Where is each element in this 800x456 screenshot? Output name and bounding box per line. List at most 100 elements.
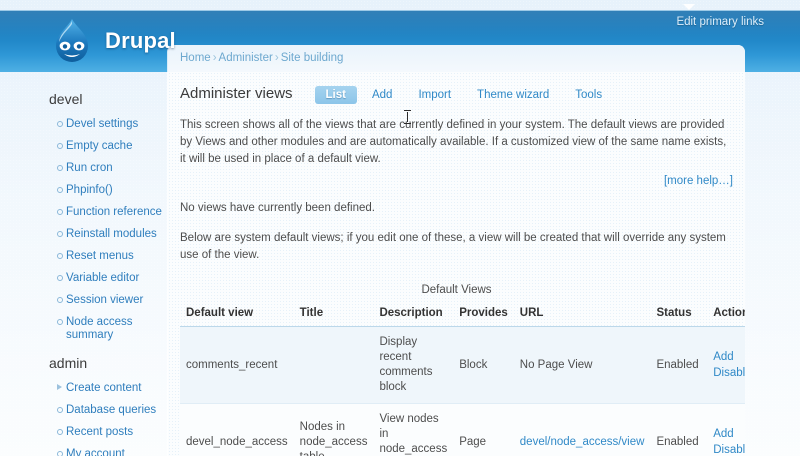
sidebar-block-title-admin: admin bbox=[49, 355, 88, 371]
cell-status: Enabled bbox=[650, 403, 708, 456]
sidebar-item-database-queries[interactable]: Database queries bbox=[0, 399, 168, 421]
header-sheen bbox=[0, 11, 800, 41]
tab-theme-wizard[interactable]: Theme wizard bbox=[477, 89, 550, 101]
menu-bullet-icon bbox=[56, 230, 64, 238]
column-header-status: Status bbox=[650, 303, 708, 327]
action-add-link[interactable]: Add bbox=[713, 351, 734, 363]
table-header-row: Default view Title Description Provides … bbox=[180, 303, 745, 327]
cell-status: Enabled bbox=[650, 326, 708, 404]
sidebar-block-devel: devel Devel settings Empty cache Run cro… bbox=[0, 82, 168, 346]
table-caption: Default Views bbox=[421, 284, 492, 296]
menu-bullet-icon bbox=[56, 296, 64, 304]
sidebar-item-label[interactable]: Variable editor bbox=[66, 271, 140, 284]
sidebar-item-phpinfo[interactable]: Phpinfo() bbox=[0, 179, 168, 201]
sidebar-item-label[interactable]: Database queries bbox=[66, 403, 157, 416]
sidebar-item-label[interactable]: My account bbox=[66, 447, 125, 456]
sidebar-item-label[interactable]: Function reference bbox=[66, 205, 162, 218]
view-tabs: List Add Import Theme wizard Tools bbox=[314, 86, 614, 104]
breadcrumb-bar: Home › Administer › Site building bbox=[168, 45, 745, 72]
sidebar-item-label[interactable]: Devel settings bbox=[66, 117, 139, 130]
breadcrumb: Home › Administer › Site building bbox=[180, 52, 745, 64]
sidebar-item-label[interactable]: Session viewer bbox=[66, 293, 144, 306]
breadcrumb-item-home[interactable]: Home bbox=[180, 52, 211, 64]
sidebar-item-create-content[interactable]: Create content bbox=[0, 377, 168, 399]
page-title: Administer views bbox=[180, 85, 293, 102]
primary-links-notch-icon bbox=[683, 4, 695, 10]
column-header-default-view: Default view bbox=[180, 303, 294, 327]
content-panel: Home › Administer › Site building Administer… bbox=[168, 45, 745, 456]
menu-bullet-icon bbox=[56, 274, 64, 282]
default-views-note: Below are system default views; if you e… bbox=[180, 232, 726, 261]
help-text: This screen shows all of the views that … bbox=[180, 119, 727, 165]
table-row: comments_recent Display recent comments … bbox=[180, 326, 745, 404]
table-head: Default view Title Description Provides … bbox=[180, 303, 745, 327]
sidebar-item-label[interactable]: Create content bbox=[66, 381, 142, 394]
breadcrumb-item-administer[interactable]: Administer bbox=[218, 52, 273, 64]
tab-tools[interactable]: Tools bbox=[575, 89, 603, 101]
sidebar-block-title-devel: devel bbox=[49, 91, 83, 107]
column-header-title: Title bbox=[293, 303, 374, 327]
cell-provides: Block bbox=[453, 326, 514, 404]
menu-bullet-icon bbox=[56, 450, 64, 456]
sidebar-item-session-viewer[interactable]: Session viewer bbox=[0, 289, 168, 311]
sidebar-item-devel-settings[interactable]: Devel settings bbox=[0, 113, 168, 135]
edit-primary-links-link[interactable]: Edit primary links bbox=[676, 16, 764, 28]
cell-description: Display recent comments block bbox=[373, 326, 454, 404]
table-body: comments_recent Display recent comments … bbox=[180, 326, 745, 456]
action-add-link[interactable]: Add bbox=[713, 428, 734, 440]
menu-bullet-icon bbox=[56, 208, 64, 216]
sidebar-block-admin: admin Create content Database queries Re… bbox=[0, 346, 168, 456]
menu-bullet-icon bbox=[56, 164, 64, 172]
sidebar-item-my-account[interactable]: My account bbox=[0, 443, 168, 456]
no-views-message: No views have currently been defined. bbox=[180, 202, 375, 214]
cell-actions: Add Disable bbox=[707, 326, 745, 404]
url-link[interactable]: devel/node_access/view bbox=[519, 435, 645, 448]
sidebar-item-node-access-summary[interactable]: Node access summary bbox=[0, 311, 168, 346]
sidebar-menu-admin: Create content Database queries Recent p… bbox=[0, 377, 168, 456]
cell-default-view: devel_node_access bbox=[180, 403, 294, 456]
sidebar-item-run-cron[interactable]: Run cron bbox=[0, 157, 168, 179]
table-row: devel_node_access Nodes in node_access t… bbox=[180, 403, 745, 456]
cell-actions: Add Disable bbox=[707, 403, 745, 456]
tab-import[interactable]: Import bbox=[418, 89, 452, 101]
tab-add[interactable]: Add bbox=[371, 89, 393, 101]
chevron-right-icon[interactable] bbox=[56, 384, 64, 392]
sidebar-menu-devel: Devel settings Empty cache Run cron Phpi… bbox=[0, 113, 168, 346]
menu-bullet-icon bbox=[56, 120, 64, 128]
menu-bullet-icon bbox=[56, 428, 64, 436]
cell-url: devel/node_access/view bbox=[513, 403, 651, 456]
menu-bullet-icon bbox=[56, 252, 64, 260]
sidebar-item-recent-posts[interactable]: Recent posts bbox=[0, 421, 168, 443]
sidebar: devel Devel settings Empty cache Run cro… bbox=[0, 72, 168, 456]
sidebar-item-reinstall-modules[interactable]: Reinstall modules bbox=[0, 223, 168, 245]
site-brand[interactable]: Drupal bbox=[50, 18, 176, 64]
column-header-actions: Actions bbox=[707, 303, 745, 327]
action-toggle-link[interactable]: Disable bbox=[713, 367, 745, 379]
sidebar-item-function-reference[interactable]: Function reference bbox=[0, 201, 168, 223]
more-help-link[interactable]: [more help…] bbox=[663, 175, 733, 187]
menu-bullet-icon bbox=[56, 186, 64, 194]
menu-bullet-icon bbox=[56, 318, 64, 326]
sidebar-item-label[interactable]: Empty cache bbox=[66, 139, 133, 152]
cell-description: View nodes in node_access table bbox=[373, 403, 454, 456]
more-help-row: [more help…] bbox=[180, 175, 733, 187]
drupal-droplet-icon bbox=[50, 18, 94, 64]
sidebar-item-label[interactable]: Run cron bbox=[66, 161, 113, 174]
sidebar-item-label[interactable]: Recent posts bbox=[66, 425, 134, 438]
sidebar-item-reset-menus[interactable]: Reset menus bbox=[0, 245, 168, 267]
sidebar-item-label[interactable]: Reset menus bbox=[66, 249, 134, 262]
tab-list[interactable]: List bbox=[314, 86, 357, 104]
sidebar-item-label[interactable]: Reinstall modules bbox=[66, 227, 157, 240]
default-views-table: Default view Title Description Provides … bbox=[180, 303, 745, 456]
sidebar-item-label[interactable]: Phpinfo() bbox=[66, 183, 113, 196]
action-toggle-link[interactable]: Disable bbox=[713, 444, 745, 456]
sidebar-item-variable-editor[interactable]: Variable editor bbox=[0, 267, 168, 289]
cell-provides: Page bbox=[453, 403, 514, 456]
cell-default-view: comments_recent bbox=[180, 326, 294, 404]
column-header-url: URL bbox=[513, 303, 651, 327]
sidebar-item-label[interactable]: Node access summary bbox=[66, 315, 133, 341]
menu-bullet-icon bbox=[56, 142, 64, 150]
sidebar-item-empty-cache[interactable]: Empty cache bbox=[0, 135, 168, 157]
breadcrumb-item-site-building[interactable]: Site building bbox=[280, 52, 344, 64]
breadcrumb-separator-icon: › bbox=[274, 52, 279, 64]
